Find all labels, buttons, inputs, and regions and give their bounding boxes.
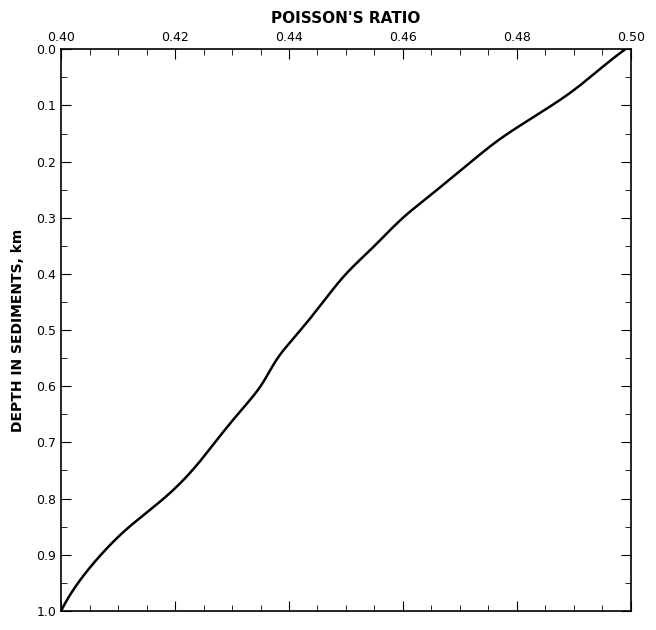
Y-axis label: DEPTH IN SEDIMENTS, km: DEPTH IN SEDIMENTS, km [11,229,25,432]
X-axis label: POISSON'S RATIO: POISSON'S RATIO [272,11,420,26]
